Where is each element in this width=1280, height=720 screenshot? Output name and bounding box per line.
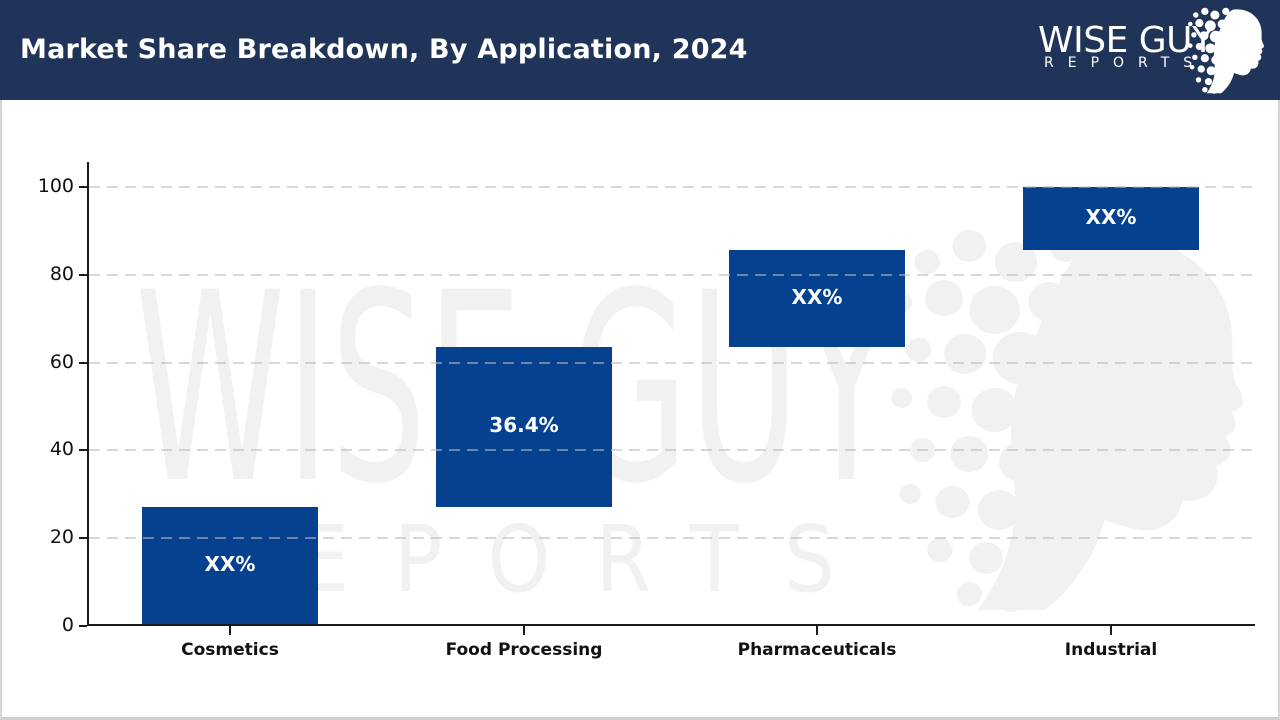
x-category-label: Pharmaceuticals bbox=[737, 640, 897, 660]
y-tick-label-80: 80 bbox=[49, 262, 74, 285]
y-tick-60 bbox=[79, 361, 87, 364]
x-category-label: Cosmetics bbox=[181, 640, 279, 660]
y-tick-label-100: 100 bbox=[37, 175, 74, 197]
y-axis-line bbox=[87, 162, 89, 626]
x-axis-line bbox=[87, 624, 1255, 626]
wise-guy-logo: WISE GUY REPORTS bbox=[997, 0, 1272, 100]
x-category-label: Food Processing bbox=[445, 640, 603, 660]
logo-subtitle: REPORTS bbox=[1044, 55, 1207, 71]
gridline-y-40 bbox=[89, 449, 1253, 452]
x-tick-4 bbox=[1110, 626, 1112, 635]
bar-value-label: 36.4% bbox=[489, 412, 559, 437]
bar-food-processing bbox=[436, 346, 612, 507]
x-tick-3 bbox=[816, 626, 818, 635]
gridline-y-20 bbox=[89, 537, 1253, 540]
y-tick-80 bbox=[79, 273, 87, 276]
bar-value-label: XX% bbox=[204, 552, 256, 577]
y-tick-100 bbox=[79, 186, 87, 188]
logo-wordmark: WISE GUY bbox=[1038, 20, 1214, 61]
x-tick-1 bbox=[229, 626, 231, 635]
chart-title: Market Share Breakdown, By Application, … bbox=[20, 34, 748, 65]
gridline-y-80 bbox=[89, 273, 1253, 276]
bar-industrial bbox=[1023, 187, 1199, 251]
bar-pharmaceuticals bbox=[729, 250, 905, 347]
y-tick-0 bbox=[79, 625, 87, 627]
y-tick-20 bbox=[79, 537, 87, 540]
gridline-y-60 bbox=[89, 361, 1253, 364]
gridline-y-100 bbox=[89, 186, 1253, 188]
y-tick-label-60: 60 bbox=[49, 350, 74, 373]
x-category-label: Industrial bbox=[1064, 640, 1158, 660]
y-tick-label-20: 20 bbox=[49, 526, 74, 549]
bar-value-label: XX% bbox=[791, 284, 843, 309]
y-tick-label-0: 0 bbox=[61, 614, 74, 636]
x-tick-2 bbox=[523, 626, 525, 635]
header-band: Market Share Breakdown, By Application, … bbox=[0, 0, 1280, 100]
bar-cosmetics bbox=[142, 506, 318, 626]
bar-value-label: XX% bbox=[1085, 204, 1137, 229]
y-tick-label-40: 40 bbox=[49, 438, 74, 461]
y-tick-40 bbox=[79, 449, 87, 452]
